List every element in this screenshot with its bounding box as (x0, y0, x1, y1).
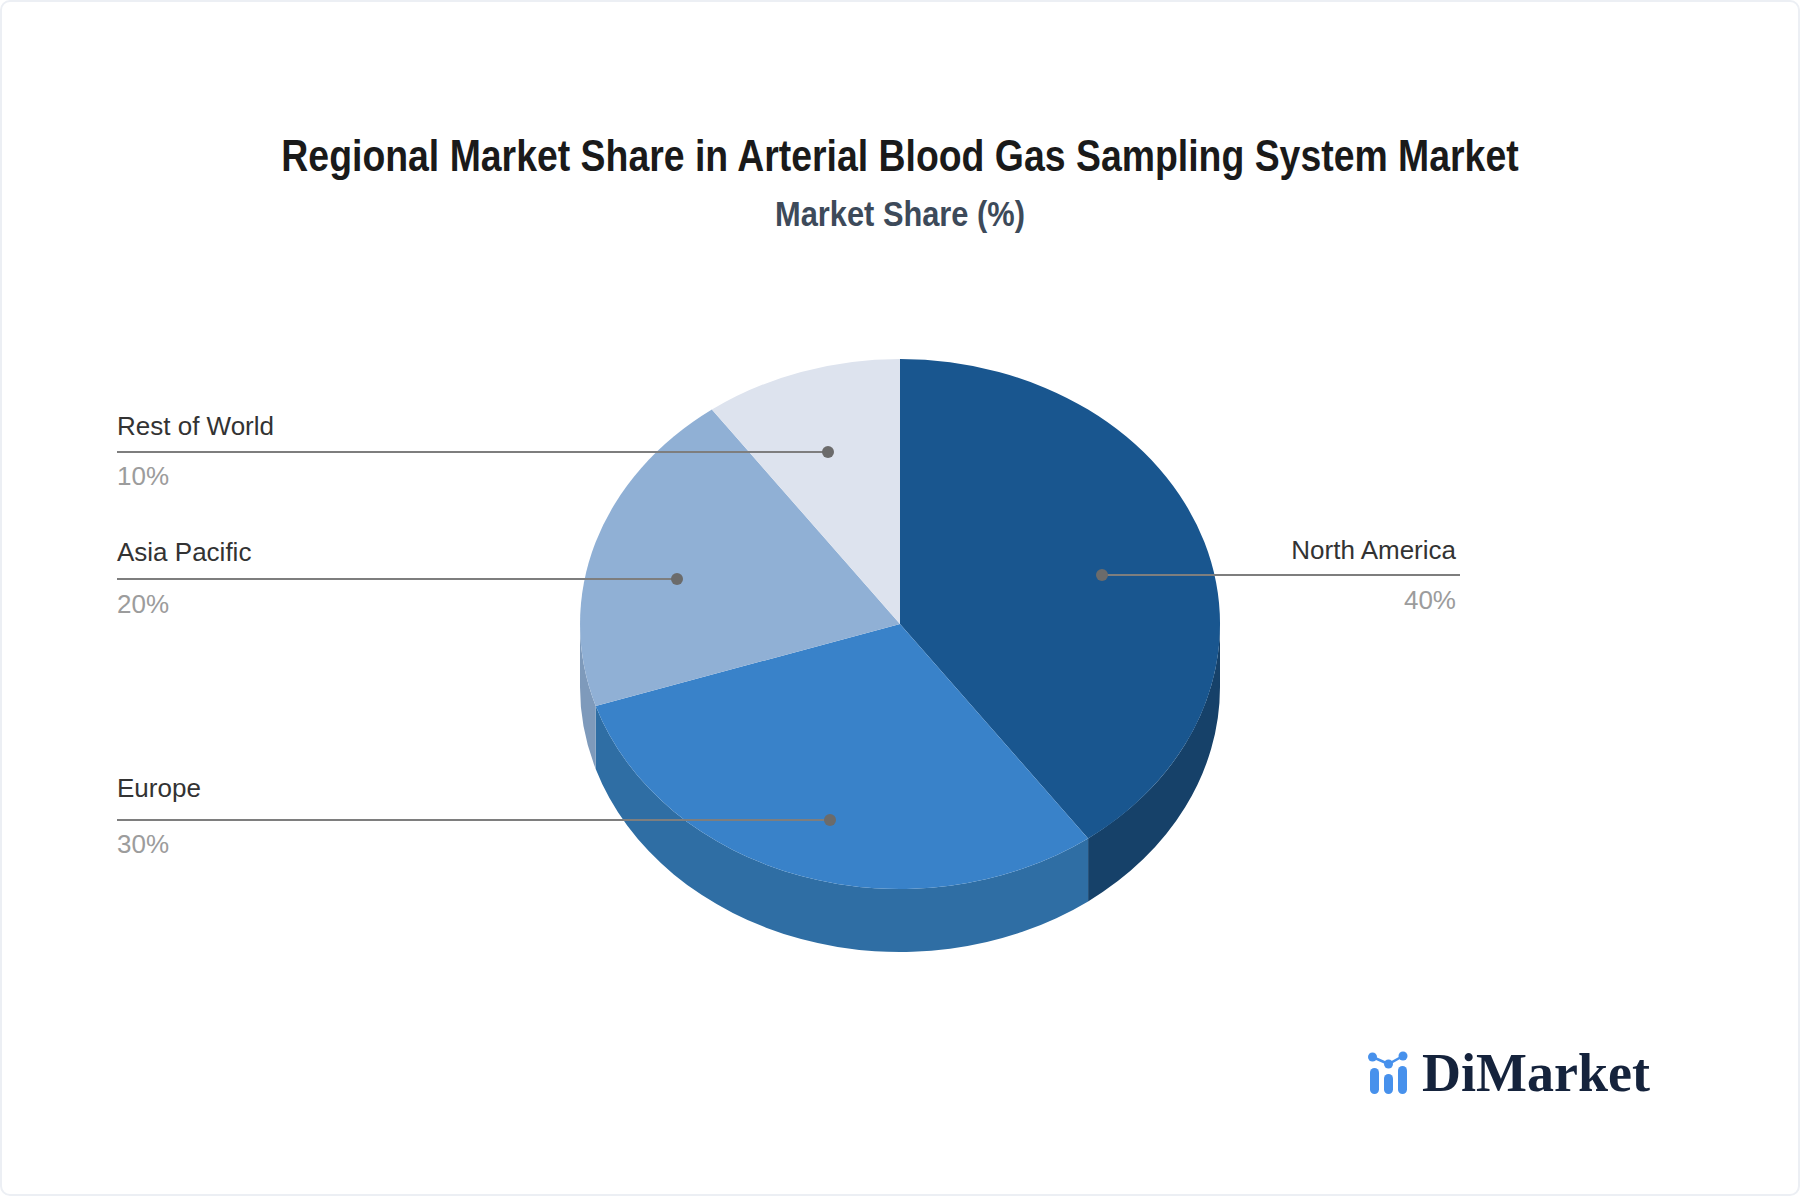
anchor-dot-rest-of-world (822, 446, 834, 458)
callout-label-asia-pacific: Asia Pacific (117, 538, 251, 568)
callout-value-asia-pacific: 20% (117, 590, 169, 620)
callout-label-rest-of-world: Rest of World (117, 412, 274, 442)
bar-line-chart-icon (1368, 1048, 1412, 1096)
callout-value-rest-of-world: 10% (117, 462, 169, 492)
logo-text: DiMarket (1422, 1046, 1650, 1100)
callout-value-europe: 30% (117, 830, 169, 860)
callout-label-north-america: North America (1291, 536, 1456, 566)
callout-label-europe: Europe (117, 774, 201, 804)
anchor-dot-europe (824, 814, 836, 826)
pie-top-faces (580, 359, 1220, 889)
dimarket-logo: DiMarket (1368, 1046, 1650, 1100)
anchor-dot-asia-pacific (671, 573, 683, 585)
anchor-dot-north-america (1096, 569, 1108, 581)
pie-chart (2, 2, 1800, 1196)
callout-value-north-america: 40% (1404, 586, 1456, 616)
chart-card: Regional Market Share in Arterial Blood … (0, 0, 1800, 1196)
